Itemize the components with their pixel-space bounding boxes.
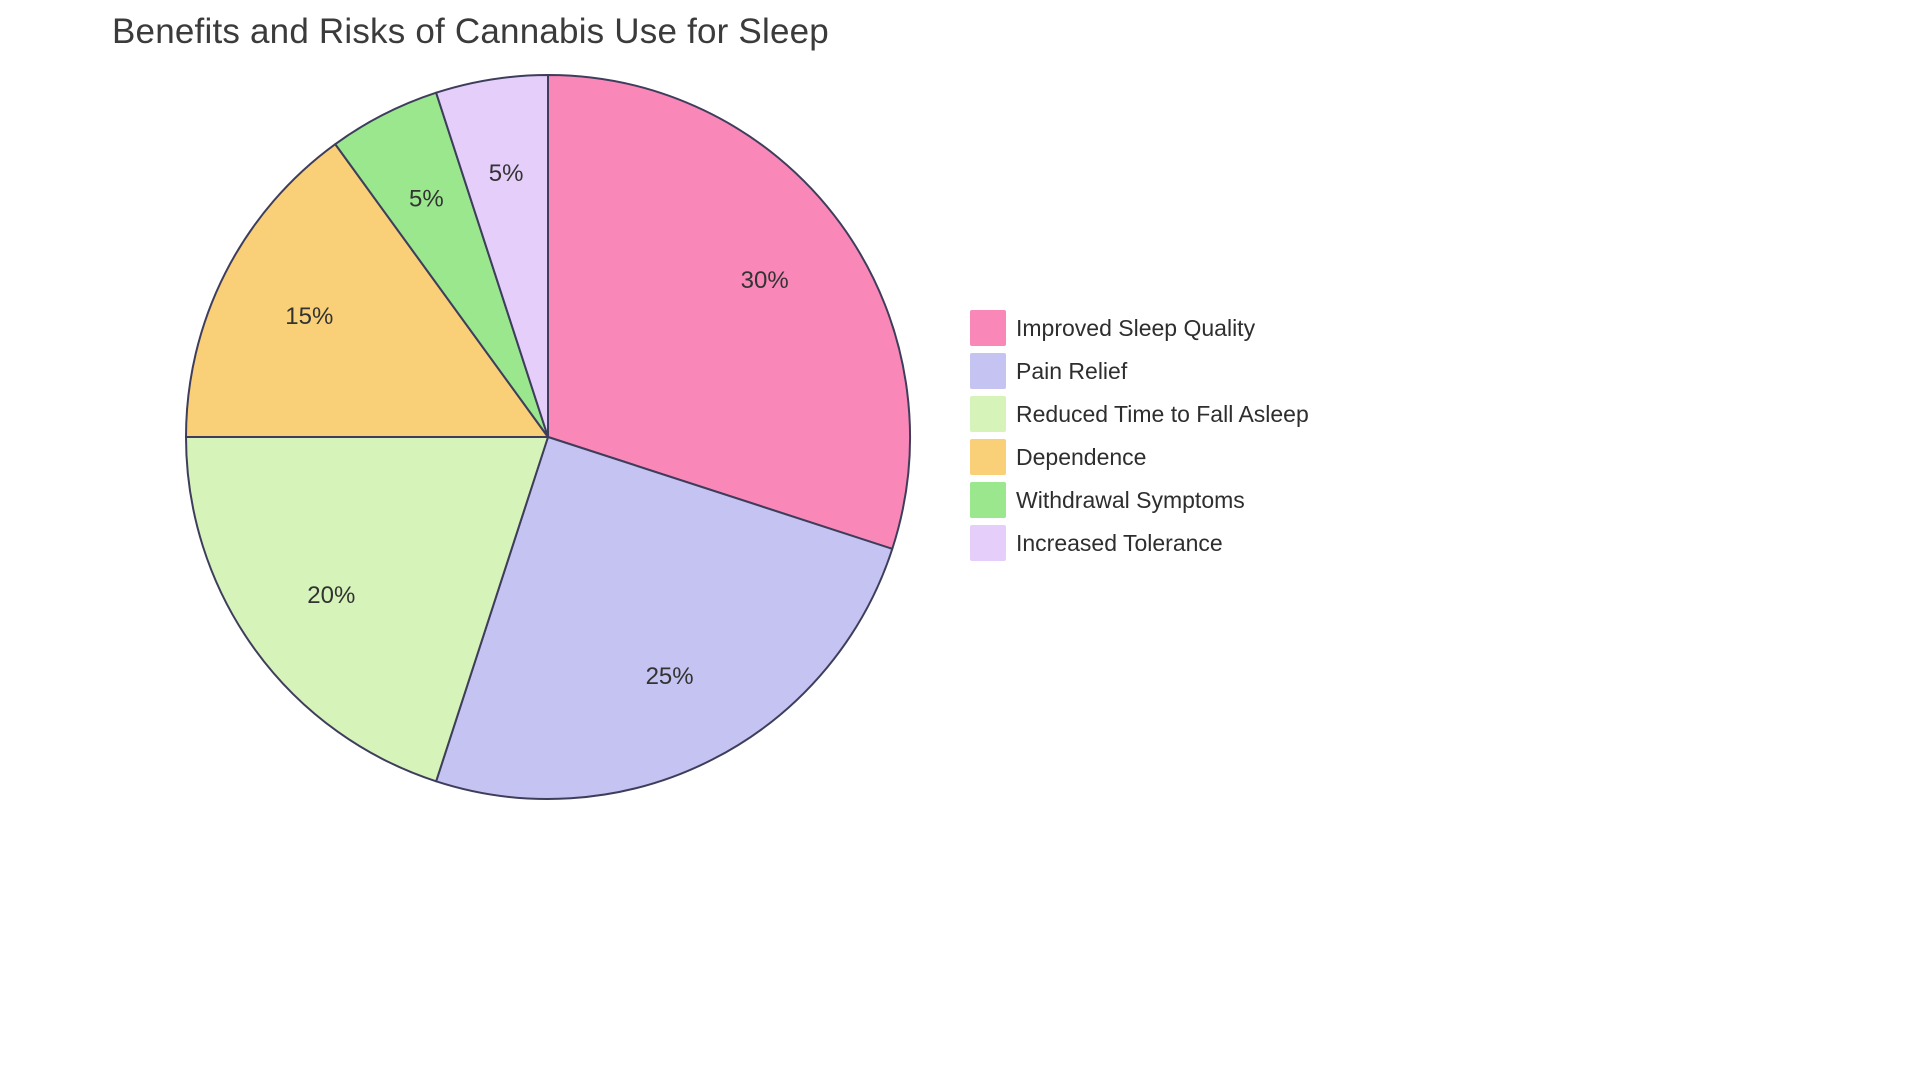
legend-label-dependence: Dependence — [1016, 443, 1147, 470]
pie-slice-percent-label-reduced-time-to-fall-asleep: 20% — [307, 582, 355, 609]
pie-slice-pain-relief — [435, 436, 894, 800]
pie-slice-reduced-time-to-fall-asleep — [185, 436, 549, 783]
legend-label-pain-relief: Pain Relief — [1016, 357, 1128, 384]
legend-item-improved-sleep-quality: Improved Sleep Quality — [970, 310, 1309, 346]
chart-title: Benefits and Risks of Cannabis Use for S… — [112, 12, 829, 51]
legend-swatch-pain-relief — [970, 353, 1006, 389]
legend-item-increased-tolerance: Increased Tolerance — [970, 525, 1309, 561]
legend-item-dependence: Dependence — [970, 439, 1309, 475]
pie-slice-improved-sleep-quality — [547, 74, 911, 550]
legend-item-reduced-time-to-fall-asleep: Reduced Time to Fall Asleep — [970, 396, 1309, 432]
legend-swatch-reduced-time-to-fall-asleep — [970, 396, 1006, 432]
pie-slice-percent-label-dependence: 15% — [285, 303, 333, 330]
legend-label-withdrawal-symptoms: Withdrawal Symptoms — [1016, 486, 1245, 513]
pie-slice-percent-label-withdrawal-symptoms: 5% — [409, 186, 444, 213]
legend-swatch-improved-sleep-quality — [970, 310, 1006, 346]
legend-swatch-withdrawal-symptoms — [970, 482, 1006, 518]
legend-label-reduced-time-to-fall-asleep: Reduced Time to Fall Asleep — [1016, 400, 1309, 427]
pie-slice-percent-label-improved-sleep-quality: 30% — [741, 267, 789, 294]
pie-slice-percent-label-pain-relief: 25% — [646, 663, 694, 690]
legend-item-pain-relief: Pain Relief — [970, 353, 1309, 389]
legend-swatch-increased-tolerance — [970, 525, 1006, 561]
pie-slice-increased-tolerance — [435, 74, 549, 438]
legend-item-withdrawal-symptoms: Withdrawal Symptoms — [970, 482, 1309, 518]
legend-label-improved-sleep-quality: Improved Sleep Quality — [1016, 314, 1256, 341]
legend-label-increased-tolerance: Increased Tolerance — [1016, 529, 1223, 556]
legend-swatch-dependence — [970, 439, 1006, 475]
pie-slice-percent-label-increased-tolerance: 5% — [489, 160, 524, 187]
legend: Improved Sleep Quality Pain Relief Reduced… — [970, 310, 1309, 561]
pie-slice-dependence — [185, 143, 549, 438]
